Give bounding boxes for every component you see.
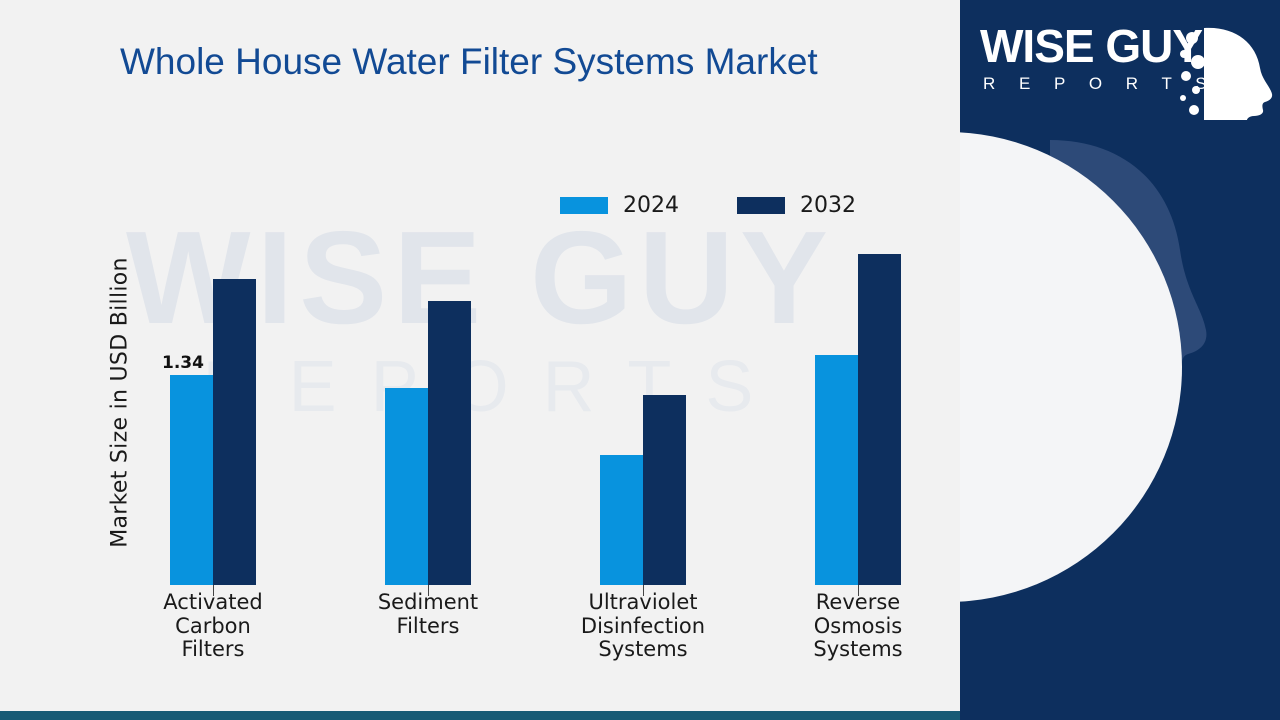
- bar-2024-4[interactable]: [815, 355, 858, 585]
- x-axis-tick-2: [428, 585, 429, 596]
- molecule-dots-decoration: [960, 150, 1010, 580]
- x-axis-tick-4: [858, 585, 859, 596]
- x-axis-category-label-2: Sediment Filters: [377, 590, 479, 638]
- chart-region: Market Size in USD Billion 2024 2032 1.3…: [108, 193, 903, 661]
- logo-wordmark: WISE GUY: [980, 20, 1203, 72]
- x-axis-category-label-1: Activated Carbon Filters: [163, 590, 263, 661]
- bar-2032-2[interactable]: [428, 301, 471, 585]
- legend-label-2032: 2032: [800, 193, 856, 218]
- legend-swatch-2024: [560, 197, 608, 214]
- bar-2032-4[interactable]: [858, 254, 901, 585]
- legend-swatch-2032: [737, 197, 785, 214]
- x-axis-tick-1: [213, 585, 214, 596]
- bar-2024-1[interactable]: [170, 375, 213, 585]
- x-axis-category-label-3: Ultraviolet Disinfection Systems: [580, 590, 706, 661]
- chart-legend: 2024 2032: [560, 193, 856, 218]
- logo-subtitle: R E P O R T S: [983, 74, 1217, 93]
- bar-2032-1[interactable]: [213, 279, 256, 585]
- legend-item-2024[interactable]: 2024: [560, 193, 679, 218]
- logo: WISE GUY R E P O R T S: [980, 20, 1273, 122]
- bar-value-label-2024-1: 1.34: [162, 353, 204, 373]
- brand-panel: WISE GUY R E P O R T S: [960, 0, 1280, 720]
- x-axis-category-label-4: Reverse Osmosis Systems: [813, 590, 903, 661]
- legend-item-2032[interactable]: 2032: [737, 193, 856, 218]
- footer-accent-bar: [0, 711, 960, 720]
- page-title: Whole House Water Filter Systems Market: [120, 41, 818, 82]
- bar-2024-3[interactable]: [600, 455, 643, 585]
- plot-area: 1.34 Activated Carbon Filters Sediment Filter…: [162, 254, 903, 661]
- bar-2024-2[interactable]: [385, 388, 428, 585]
- x-axis-tick-3: [643, 585, 644, 596]
- legend-label-2024: 2024: [623, 193, 679, 218]
- head-profile-dots-icon: [1180, 27, 1273, 120]
- bar-2032-3[interactable]: [643, 395, 686, 585]
